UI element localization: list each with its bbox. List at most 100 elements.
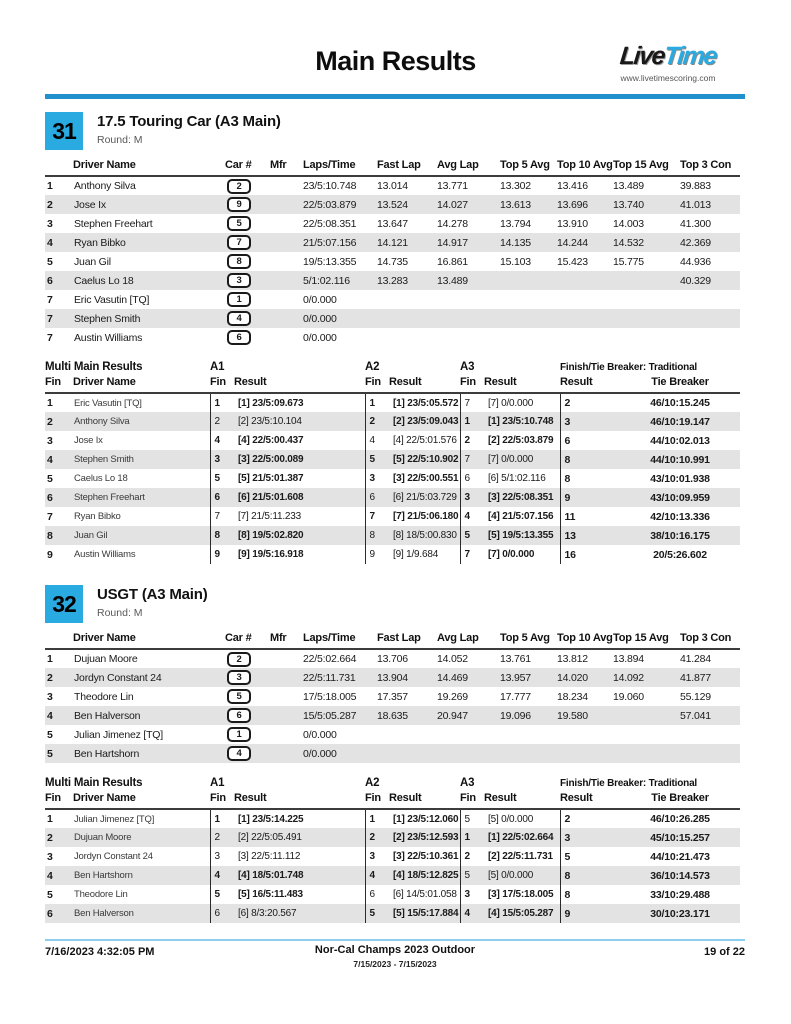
cell-avg-lap (437, 309, 500, 328)
driver-name-column-header: Driver Name (73, 630, 225, 650)
cell-a3-result: [4] 21/5:07.156 (488, 511, 554, 522)
cell-driver-name: Jose Ix (74, 198, 106, 211)
cell-a2-result: [8] 18/5:00.830 (393, 530, 457, 541)
cell-driver-name: Dujuan Moore (74, 653, 138, 665)
livetime-logo-text: LiveTime (591, 42, 744, 71)
cell-car-number: 4 (225, 744, 270, 763)
cell-position: 6 (47, 274, 53, 287)
cell-top15-avg (613, 309, 680, 328)
car-number-box: 5 (227, 216, 251, 231)
cell-mfr (270, 706, 303, 725)
cell-a1-fin: 7 (209, 507, 235, 526)
cell-laps-time: 0/0.000 (303, 312, 337, 325)
multi-result-row: 4 Stephen Smith 3 [3] 22/5:00.089 5 [5] 22/5:… (45, 450, 741, 469)
cell-avg-lap: 14.052 (437, 653, 468, 665)
cell-fast-lap: 17.357 (377, 690, 408, 703)
result-row: 5 Juan Gil 8 19/5:13.355 14.735 16.861 15.103 1… (45, 252, 740, 271)
result-row: 6 Caelus Lo 18 3 5/1:02.116 13.283 13.489 40.3… (45, 271, 740, 290)
cell-laps-time: 22/5:02.664 (303, 653, 357, 665)
cell-avg-lap: 14.027 (437, 198, 468, 211)
cell-top5-avg: 17.777 (500, 690, 531, 703)
top10-avg-column-header: Top 10 Avg (557, 630, 613, 650)
logo-url: www.livetimescoring.com (620, 73, 716, 83)
cell-finish-position: 6 (47, 907, 53, 920)
finish-result-column-header: Result (560, 375, 621, 394)
car-number-box: 9 (227, 197, 251, 212)
driver-name-column-header: Driver Name (73, 375, 211, 394)
finish-tie-breaker-label: Finish/Tie Breaker: Traditional (560, 361, 698, 373)
fast-lap-column-header: Fast Lap (377, 630, 437, 650)
cell-car-number: 1 (225, 725, 270, 744)
race-class-section-31: 31 17.5 Touring Car (A3 Main) Round: M D… (45, 112, 741, 564)
multi-result-row: 3 Jordyn Constant 24 3 [3] 22/5:11.112 3 [3] … (45, 847, 740, 866)
car-number-box: 6 (227, 330, 251, 345)
cell-top3-con: 41.284 (680, 653, 711, 665)
cell-car-number: 3 (225, 271, 270, 290)
cell-top5-avg: 13.302 (500, 180, 531, 192)
cell-position: 5 (47, 728, 53, 741)
cell-a2-fin: 9 (364, 545, 390, 564)
cell-a1-result: [4] 22/5:00.437 (238, 435, 304, 446)
car-number-box: 1 (227, 292, 251, 307)
cell-top3-con (680, 309, 740, 328)
car-number-box: 1 (227, 727, 251, 742)
cell-overall-result: 2 (559, 393, 621, 412)
cell-top5-avg: 15.103 (500, 255, 531, 268)
car-number-column-header: Car # (225, 630, 270, 650)
cell-a3-result: [2] 22/5:11.731 (488, 851, 553, 862)
driver-name-column-header: Driver Name (73, 791, 211, 810)
cell-position: 7 (47, 331, 53, 344)
cell-avg-lap (437, 744, 500, 763)
race-number-badge: 32 (45, 585, 83, 623)
cell-laps-time: 22/5:08.351 (303, 217, 357, 230)
car-number-box: 3 (227, 273, 251, 288)
a3-group-header: A3 (460, 777, 475, 789)
result-row: 7 Eric Vasutin [TQ] 1 0/0.000 (45, 290, 740, 309)
tie-breaker-column-header: Tie Breaker (620, 375, 741, 394)
cell-a1-result: [8] 19/5:02.820 (238, 530, 304, 541)
cell-driver-name: Theodore Lin (74, 690, 134, 703)
fast-lap-column-header: Fast Lap (377, 157, 437, 177)
cell-a1-fin: 8 (209, 526, 235, 545)
position-column-header (45, 157, 73, 177)
cell-mfr (270, 176, 303, 195)
cell-tie-breaker: 46/10:15.245 (650, 397, 710, 409)
cell-driver-name: Julian Jimenez [TQ] (74, 728, 163, 741)
fin-column-header: Fin (45, 375, 73, 394)
cell-top3-con: 44.936 (680, 255, 711, 268)
cell-top10-avg (557, 725, 613, 744)
cell-avg-lap: 14.278 (437, 217, 468, 230)
cell-avg-lap: 14.917 (437, 236, 468, 249)
cell-top15-avg (613, 290, 680, 309)
footer-event-dates: 7/15/2023 - 7/15/2023 (353, 959, 437, 969)
cell-top5-avg (500, 271, 557, 290)
cell-fast-lap: 13.647 (377, 217, 408, 230)
cell-a3-result: [2] 22/5:03.879 (488, 435, 554, 446)
cell-a3-fin: 4 (459, 904, 485, 923)
cell-driver-name: Austin Williams (74, 549, 136, 560)
car-number-column-header: Car # (225, 157, 270, 177)
a2-result-column-header: Result (389, 791, 461, 810)
cell-position: 1 (47, 653, 53, 665)
cell-a2-result: [4] 22/5:01.576 (393, 435, 457, 446)
cell-finish-position: 4 (47, 453, 53, 466)
cell-a1-fin: 2 (209, 828, 235, 847)
multi-result-row: 6 Stephen Freehart 6 [6] 21/5:01.608 6 [6] 21… (45, 488, 741, 507)
cell-a3-fin: 7 (459, 393, 485, 412)
driver-name-column-header: Driver Name (73, 157, 225, 177)
footer-generated-timestamp: 7/16/2023 4:32:05 PM (45, 946, 155, 958)
cell-laps-time: 0/0.000 (303, 293, 337, 306)
car-number-box: 3 (227, 670, 251, 685)
cell-tie-breaker: 43/10:01.938 (650, 472, 710, 485)
cell-top3-con: 39.883 (680, 180, 711, 192)
cell-fast-lap: 14.735 (377, 255, 408, 268)
result-row: 4 Ben Halverson 6 15/5:05.287 18.635 20.947 19… (45, 706, 740, 725)
cell-tie-breaker: 44/10:10.991 (650, 453, 710, 466)
logo-time-text: Time (662, 42, 718, 70)
cell-overall-result: 6 (559, 431, 621, 450)
cell-finish-position: 3 (47, 434, 53, 447)
cell-top5-avg: 13.794 (500, 217, 531, 230)
cell-a3-result: [7] 0/0.000 (488, 397, 534, 409)
cell-driver-name: Austin Williams (74, 331, 143, 344)
cell-avg-lap: 20.947 (437, 709, 468, 722)
